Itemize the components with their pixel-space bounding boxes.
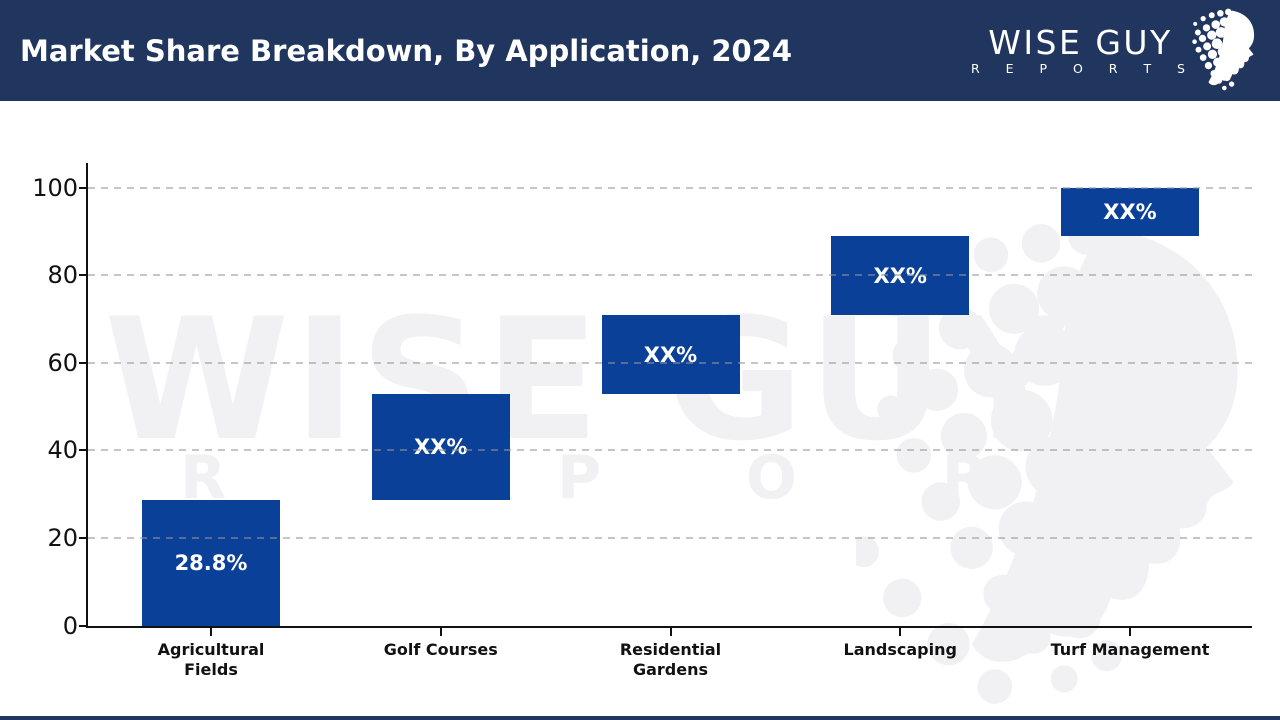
y-tick-mark-20: [79, 537, 87, 540]
bar-value-label: XX%: [414, 434, 468, 459]
x-tick-mark-residential-gardens: [669, 628, 672, 636]
gridline-20: [88, 537, 1252, 540]
watermark-wordmark: WISE GUY: [104, 282, 1075, 478]
x-axis-line: [86, 626, 1252, 628]
x-tick-label-golf-courses: Golf Courses: [383, 640, 498, 659]
y-tick-mark-0: [79, 624, 87, 627]
gridline-60: [88, 361, 1252, 364]
x-tick-mark-landscaping: [899, 628, 902, 636]
bar-golf-courses: XX%: [371, 394, 510, 500]
logo-face-icon: [1192, 8, 1255, 91]
x-tick-mark-turf-management: [1129, 628, 1131, 636]
bar-agricultural-fields: 28.8%: [142, 499, 280, 626]
gridline-80: [88, 274, 1252, 277]
bar-value-label: 28.8%: [174, 550, 248, 575]
y-tick-label-60: 60: [47, 348, 78, 377]
waterfall-chart: 0 20 40 60 80 100 28.8% Agricultural Fields XX% Go…: [0, 101, 1280, 716]
x-tick-mark-golf-courses: [439, 628, 442, 636]
y-tick-mark-40: [79, 449, 87, 452]
bar-value-label: XX%: [1103, 199, 1157, 224]
bar-turf-management: XX%: [1061, 187, 1199, 237]
bar-residential-gardens: XX%: [601, 315, 740, 395]
x-tick-label-residential-gardens: Residential Gardens: [619, 640, 722, 679]
x-tick-label-agricultural-fields: Agricultural Fields: [157, 640, 265, 679]
x-tick-label-turf-management: Turf Management: [1050, 640, 1210, 659]
header: Market Share Breakdown, By Application, …: [0, 0, 1280, 101]
y-tick-mark-100: [79, 186, 87, 189]
footer-bar: [0, 716, 1280, 720]
gridline-100: [88, 186, 1252, 189]
y-tick-label-20: 20: [47, 524, 78, 553]
x-tick-mark-agricultural-fields: [210, 628, 212, 636]
y-axis-line: [86, 163, 88, 628]
y-tick-label-80: 80: [47, 261, 78, 290]
logo: WISE GUY R E P O R T S: [965, 6, 1268, 96]
y-tick-mark-60: [79, 361, 87, 364]
logo-wordmark: WISE GUY: [988, 22, 1173, 62]
y-tick-mark-80: [79, 274, 87, 277]
logo-text: WISE GUY R E P O R T S: [965, 22, 1196, 77]
x-tick-label-landscaping: Landscaping: [843, 640, 957, 659]
gridline-40: [88, 449, 1252, 452]
y-tick-label-0: 0: [62, 611, 78, 640]
y-tick-label-100: 100: [32, 173, 78, 202]
y-tick-label-40: 40: [47, 436, 78, 465]
logo-dot-cluster: [1192, 8, 1235, 91]
logo-subtitle: R E P O R T S: [970, 61, 1196, 77]
page-title: Market Share Breakdown, By Application, …: [20, 33, 793, 68]
